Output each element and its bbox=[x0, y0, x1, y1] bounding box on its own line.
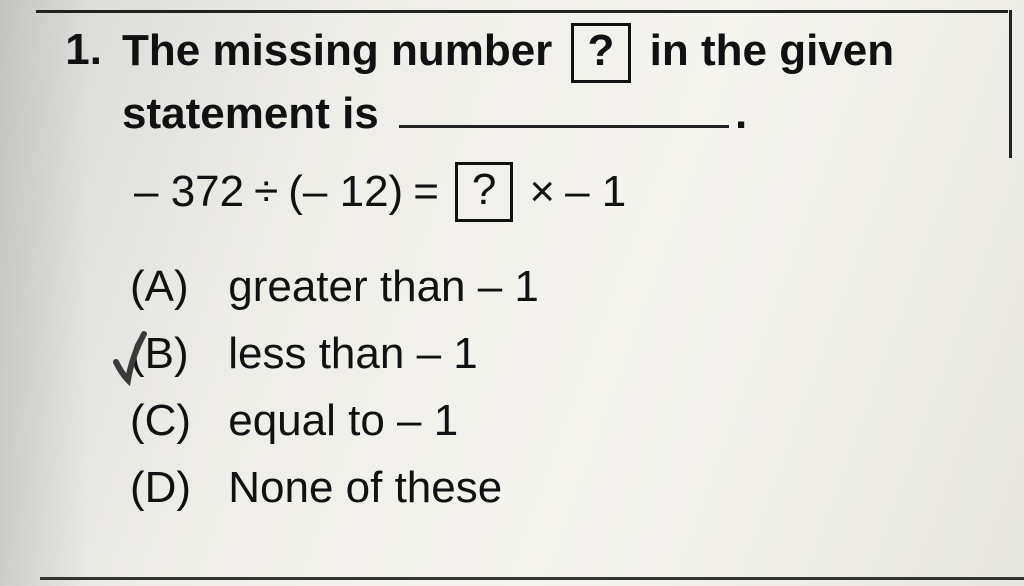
rule-top bbox=[36, 10, 1008, 13]
rule-right bbox=[1009, 10, 1012, 158]
options-list: (A) greater than – 1 (B) less than – 1 (… bbox=[130, 254, 539, 522]
page-body: 1. The missing number ? in the given sta… bbox=[36, 0, 1024, 586]
option-a-key: (A) bbox=[130, 254, 216, 321]
question-line2-end: . bbox=[735, 89, 747, 138]
option-b: (B) less than – 1 bbox=[130, 321, 539, 388]
eq-divide: ÷ bbox=[254, 167, 278, 217]
question-line1-b: in the given bbox=[650, 26, 894, 75]
option-d-text: None of these bbox=[228, 463, 502, 512]
option-a-text: greater than – 1 bbox=[228, 262, 539, 311]
option-d-key: (D) bbox=[130, 455, 216, 522]
option-d: (D) None of these bbox=[130, 455, 539, 522]
question-row: 1. The missing number ? in the given sta… bbox=[50, 20, 998, 145]
question-number: 1. bbox=[50, 20, 102, 145]
eq-lhs-b: (– 12) bbox=[288, 167, 403, 217]
blank-line bbox=[399, 94, 729, 129]
eq-times: × bbox=[529, 167, 555, 217]
rule-bottom bbox=[40, 577, 1024, 580]
question-box-icon: ? bbox=[571, 23, 632, 83]
option-b-text: less than – 1 bbox=[228, 329, 478, 378]
eq-rhs: – 1 bbox=[565, 167, 626, 217]
option-b-key: (B) bbox=[130, 321, 216, 388]
option-a: (A) greater than – 1 bbox=[130, 254, 539, 321]
option-c: (C) equal to – 1 bbox=[130, 388, 539, 455]
option-c-text: equal to – 1 bbox=[228, 396, 458, 445]
question-text: The missing number ? in the given statem… bbox=[122, 20, 998, 145]
equation: – 372 ÷ (– 12) = ? × – 1 bbox=[134, 162, 626, 222]
question-line1-a: The missing number bbox=[122, 26, 552, 75]
option-c-key: (C) bbox=[130, 388, 216, 455]
eq-lhs-a: – 372 bbox=[134, 167, 244, 217]
eq-box-icon: ? bbox=[455, 162, 513, 222]
question-line2-a: statement is bbox=[122, 89, 379, 138]
eq-equals: = bbox=[413, 167, 439, 217]
